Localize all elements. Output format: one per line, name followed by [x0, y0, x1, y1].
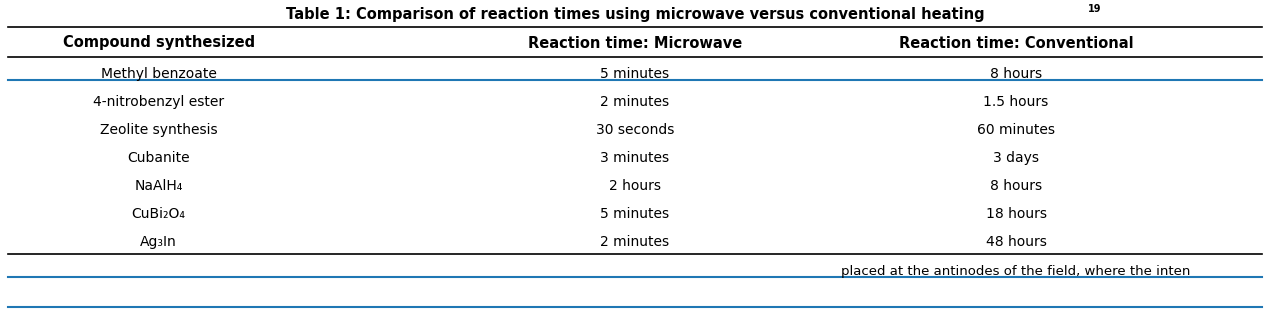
- Text: 3 days: 3 days: [993, 151, 1039, 165]
- Text: 5 minutes: 5 minutes: [601, 207, 669, 221]
- Text: CuBi₂O₄: CuBi₂O₄: [132, 207, 185, 221]
- Text: 2 hours: 2 hours: [610, 179, 660, 193]
- Text: 3 minutes: 3 minutes: [601, 151, 669, 165]
- Text: Reaction time: Microwave: Reaction time: Microwave: [528, 35, 742, 50]
- Text: Compound synthesized: Compound synthesized: [62, 35, 255, 50]
- Text: 18 hours: 18 hours: [986, 207, 1046, 221]
- Text: 4-nitrobenzyl ester: 4-nitrobenzyl ester: [93, 95, 225, 109]
- Text: 60 minutes: 60 minutes: [977, 123, 1055, 137]
- Text: 8 hours: 8 hours: [989, 67, 1043, 81]
- Text: 8 hours: 8 hours: [989, 179, 1043, 193]
- Text: placed at the antinodes of the field, where the inten: placed at the antinodes of the field, wh…: [841, 266, 1191, 279]
- Text: NaAlH₄: NaAlH₄: [135, 179, 183, 193]
- Text: 2 minutes: 2 minutes: [601, 235, 669, 249]
- Text: Table 1: Comparison of reaction times using microwave versus conventional heatin: Table 1: Comparison of reaction times us…: [286, 6, 984, 21]
- Text: Reaction time: Conventional: Reaction time: Conventional: [899, 35, 1133, 50]
- Text: Methyl benzoate: Methyl benzoate: [100, 67, 217, 81]
- Text: 5 minutes: 5 minutes: [601, 67, 669, 81]
- Text: 19: 19: [1088, 4, 1102, 14]
- Text: Zeolite synthesis: Zeolite synthesis: [100, 123, 217, 137]
- Text: 30 seconds: 30 seconds: [596, 123, 674, 137]
- Text: Ag₃In: Ag₃In: [141, 235, 177, 249]
- Text: 48 hours: 48 hours: [986, 235, 1046, 249]
- Text: 1.5 hours: 1.5 hours: [983, 95, 1049, 109]
- Text: 2 minutes: 2 minutes: [601, 95, 669, 109]
- Text: Cubanite: Cubanite: [127, 151, 190, 165]
